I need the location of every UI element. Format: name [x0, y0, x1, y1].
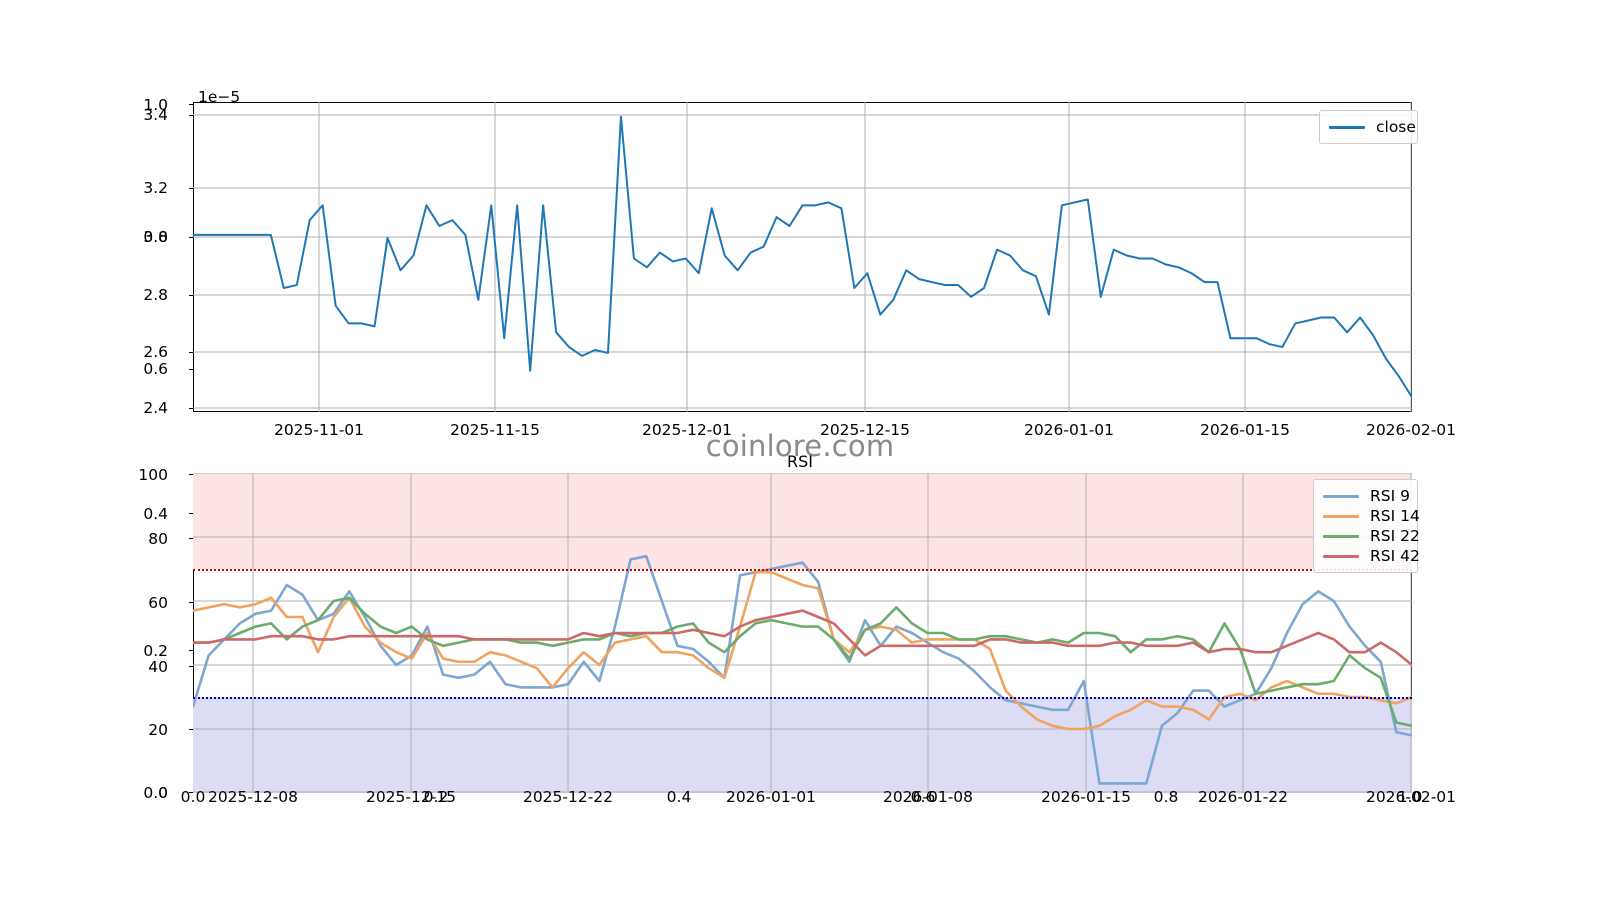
price-plot-area — [193, 102, 1412, 412]
rsi-ytick-overlay-0.2: 0.2 — [143, 642, 168, 660]
rsi-ytick-40: 40 — [148, 658, 168, 676]
rsi-xtick-2026-02-01: 2026-02-01 — [1365, 788, 1457, 806]
rsi-xtick-overlay-0.8: 0.8 — [1153, 788, 1179, 806]
rsi-xtick-overlay-0.2: 0.2 — [423, 788, 449, 806]
price-ytickmark-overlay — [189, 104, 193, 105]
legend-item-rsi-42: RSI 42 — [1323, 546, 1420, 566]
price-ytick-3.2: 3.2 — [143, 179, 168, 197]
price-xtick-2025-11-01: 2025-11-01 — [273, 421, 365, 439]
price-y-axis-offset-label: 1e−5 — [198, 88, 241, 106]
legend-item-rsi-22: RSI 22 — [1323, 526, 1420, 546]
legend-label-rsi-42: RSI 42 — [1370, 547, 1420, 565]
price-xtick-2025-11-15: 2025-11-15 — [449, 421, 541, 439]
rsi-xtick-2026-01-08: 2026-01-08 — [882, 788, 974, 806]
rsi-overbought-band — [193, 473, 1412, 569]
price-xtick-2025-12-15: 2025-12-15 — [819, 421, 911, 439]
rsi-xtick-2026-01-22: 2026-01-22 — [1197, 788, 1289, 806]
rsi-ytick-0: 0 — [158, 784, 168, 802]
legend-item-rsi-9: RSI 9 — [1323, 486, 1410, 506]
price-xtick-2026-02-01: 2026-02-01 — [1365, 421, 1457, 439]
price-ytickmark — [189, 352, 193, 353]
legend-item-rsi-14: RSI 14 — [1323, 506, 1420, 526]
rsi-ytickmark — [189, 602, 193, 603]
rsi-ytick-100: 100 — [138, 466, 168, 484]
rsi-ytickmark-overlay — [189, 513, 193, 514]
price-ytick-2.6: 2.6 — [143, 343, 168, 361]
price-xtick-2025-12-01: 2025-12-01 — [641, 421, 733, 439]
rsi-oversold-band — [193, 697, 1412, 793]
rsi-42-line — [193, 609, 1412, 667]
rsi-plot-area — [193, 473, 1412, 793]
rsi-legend: RSI 9 RSI 14 RSI 22 RSI 42 — [1313, 479, 1420, 573]
price-legend: close — [1319, 110, 1418, 144]
rsi-ytickmark — [189, 666, 193, 667]
legend-label-close: close — [1376, 118, 1416, 136]
price-xtick-2026-01-01: 2026-01-01 — [1023, 421, 1115, 439]
rsi-ytick-20: 20 — [148, 721, 168, 739]
rsi-ytickmark — [189, 729, 193, 730]
price-ytickmark — [189, 237, 193, 238]
rsi-14-line — [193, 570, 1412, 731]
price-ytick-2.4: 2.4 — [143, 399, 168, 417]
price-ytickmark-overlay — [189, 369, 193, 370]
rsi-xtick-2025-12-08: 2025-12-08 — [207, 788, 299, 806]
rsi-xtick-2025-12-22: 2025-12-22 — [522, 788, 614, 806]
rsi-9-line — [193, 554, 1412, 785]
close-legend-swatch-icon — [1329, 125, 1365, 129]
rsi-ytickmark-overlay — [189, 650, 193, 651]
rsi-ytick-overlay-0.4: 0.4 — [143, 505, 168, 523]
rsi-14-legend-swatch-icon — [1323, 514, 1359, 518]
rsi-panel-title: RSI — [787, 452, 813, 471]
rsi-ytick-80: 80 — [148, 530, 168, 548]
price-ytickmark — [189, 115, 193, 116]
rsi-xtick-overlay-0.0: 0.0 — [180, 788, 206, 806]
price-xtick-2026-01-15: 2026-01-15 — [1199, 421, 1291, 439]
rsi-9-legend-swatch-icon — [1323, 494, 1359, 498]
legend-label-rsi-14: RSI 14 — [1370, 507, 1420, 525]
rsi-xtick-overlay-1.0: 1.0 — [1397, 788, 1423, 806]
rsi-xtick-2026-01-01: 2026-01-01 — [725, 788, 817, 806]
price-ytick-3.4: 3.4 — [143, 106, 168, 124]
rsi-ytick-overlay-0.0: 0.0 — [143, 784, 168, 802]
price-gridlines-vertical — [318, 102, 1412, 412]
rsi-ytick-60: 60 — [148, 594, 168, 612]
price-ytick-overlay-1.0: 1.0 — [143, 96, 168, 114]
price-gridlines-horizontal — [193, 114, 1412, 409]
rsi-42-legend-swatch-icon — [1323, 554, 1359, 558]
rsi-xtick-2026-01-15: 2026-01-15 — [1040, 788, 1132, 806]
rsi-22-legend-swatch-icon — [1323, 534, 1359, 538]
price-ytick-overlay-0.6: 0.6 — [143, 360, 168, 378]
price-ytick-3.0: 3.0 — [143, 228, 168, 246]
rsi-ytickmark — [189, 474, 193, 475]
rsi-line-chart — [193, 473, 1412, 793]
rsi-oversold-threshold-line — [193, 697, 1412, 699]
rsi-xtick-2025-12-15: 2025-12-15 — [365, 788, 457, 806]
close-price-line — [193, 115, 1412, 399]
legend-label-rsi-9: RSI 9 — [1370, 487, 1410, 505]
rsi-xtick-overlay-0.4: 0.4 — [666, 788, 692, 806]
watermark: coinlore.com — [705, 429, 895, 463]
rsi-overbought-threshold-line — [193, 569, 1412, 571]
legend-item-close: close — [1329, 117, 1416, 137]
rsi-xtick-overlay-0.6: 0.6 — [910, 788, 936, 806]
rsi-22-line — [193, 596, 1412, 728]
rsi-ytickmark — [189, 538, 193, 539]
rsi-ytickmark — [189, 792, 193, 793]
price-line-chart — [193, 102, 1412, 412]
price-ytickmark — [189, 408, 193, 409]
price-ytickmark — [189, 188, 193, 189]
legend-label-rsi-22: RSI 22 — [1370, 527, 1420, 545]
price-ytick-overlay-0.8: 0.8 — [143, 228, 168, 246]
price-ytick-2.8: 2.8 — [143, 286, 168, 304]
price-ytickmark — [189, 295, 193, 296]
